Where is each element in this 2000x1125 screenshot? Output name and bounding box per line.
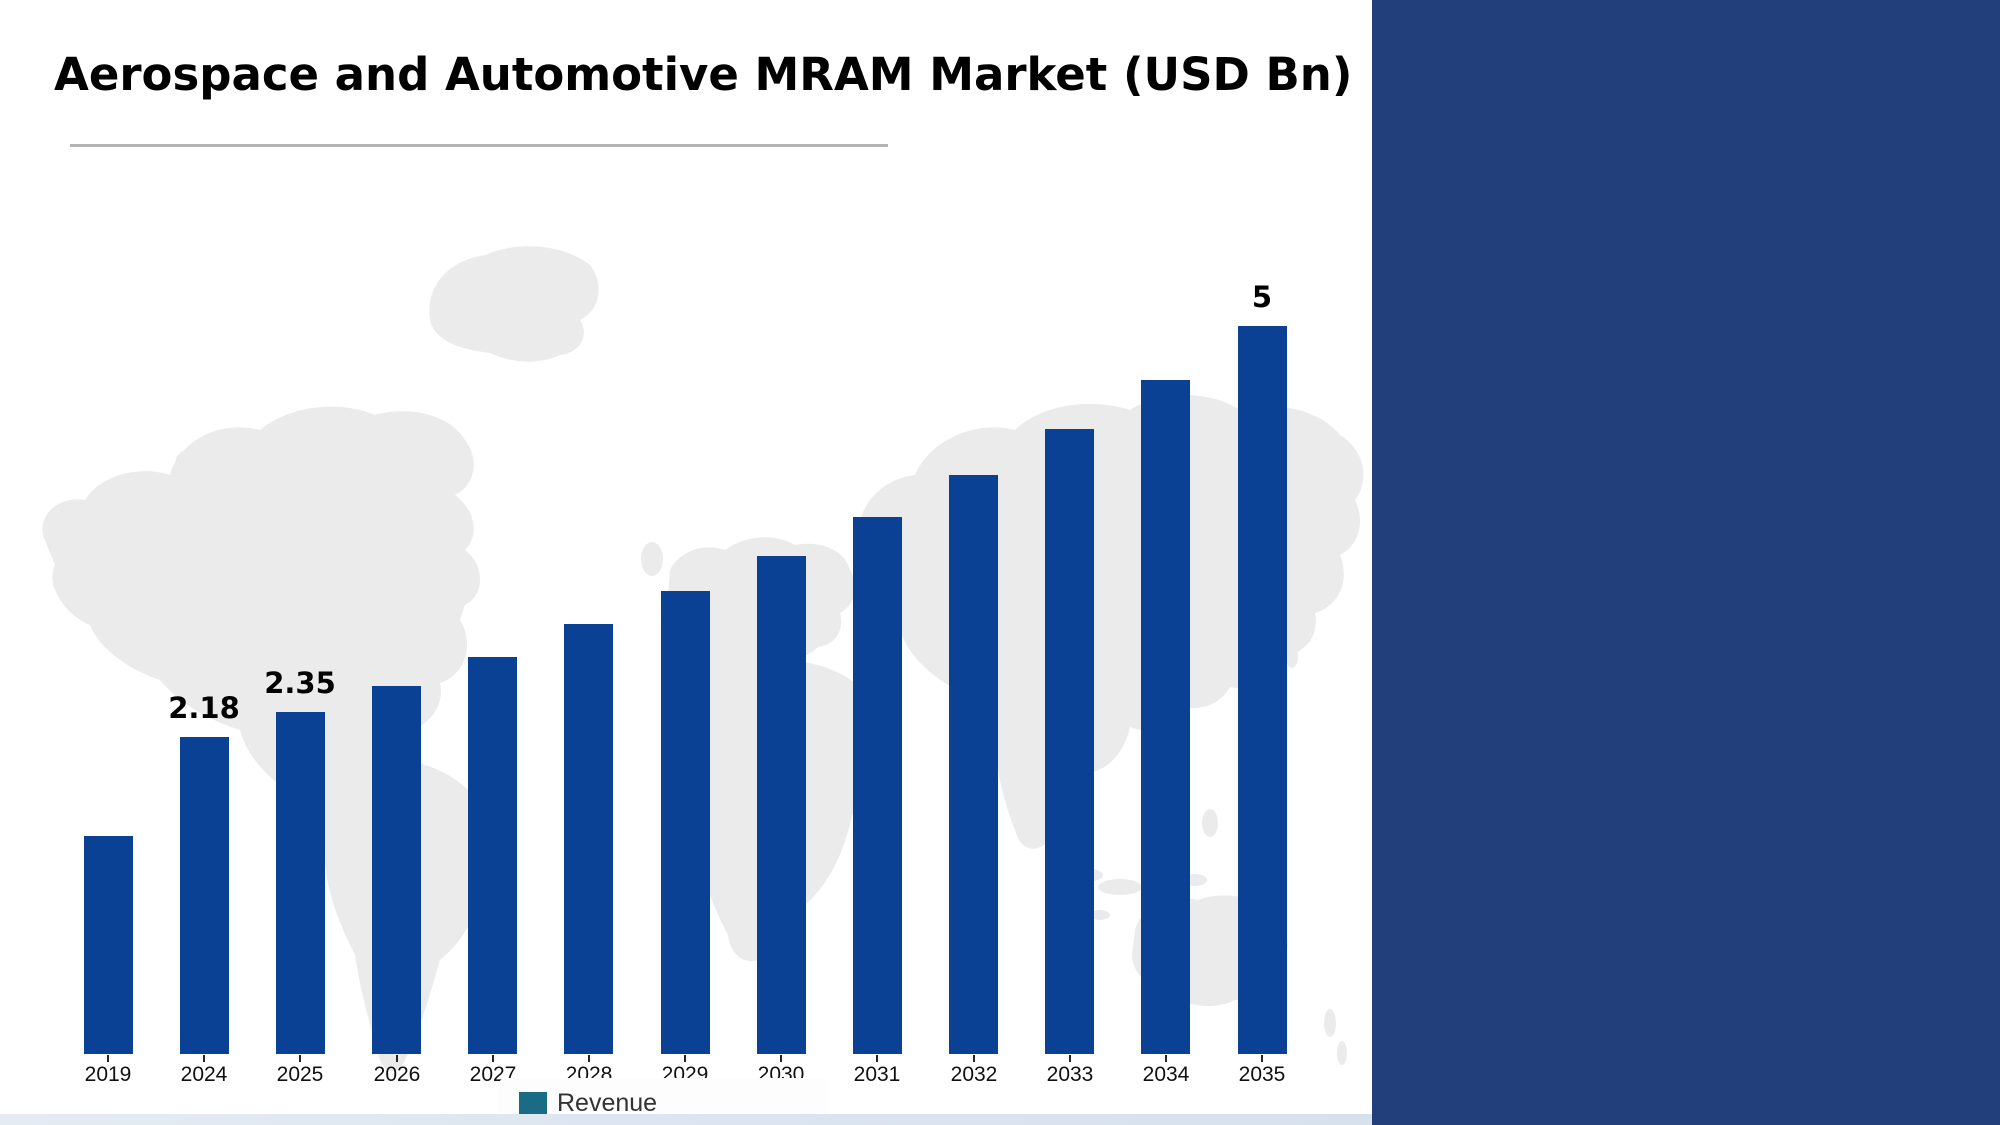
x-axis-tick-2024: [203, 1055, 205, 1062]
bar-2030: [757, 556, 806, 1054]
bar-2026: [372, 686, 421, 1054]
x-axis-tick-2019: [107, 1055, 109, 1062]
x-axis-tick-2026: [396, 1055, 398, 1062]
x-axis-tick-2028: [588, 1055, 590, 1062]
chart-title: Aerospace and Automotive MRAM Market (US…: [54, 48, 1353, 101]
bar-2029: [661, 591, 710, 1054]
legend-label: Revenue: [557, 1089, 658, 1117]
x-axis-label-2025: 2025: [276, 1063, 324, 1086]
x-axis-tick-2030: [780, 1055, 782, 1062]
bar-2028: [564, 624, 613, 1054]
x-axis-label-2033: 2033: [1046, 1063, 1094, 1086]
legend-swatch-revenue: [519, 1092, 547, 1115]
bar-2025: [276, 712, 325, 1054]
x-axis-label-2031: 2031: [853, 1063, 901, 1086]
x-axis-tick-2033: [1069, 1055, 1071, 1062]
bar-2031: [853, 517, 902, 1054]
x-axis-tick-2032: [973, 1055, 975, 1062]
x-axis-label-2035: 2035: [1238, 1063, 1286, 1086]
x-axis-label-2026: 2026: [373, 1063, 421, 1086]
bar-value-label-2035: 5: [1251, 280, 1273, 314]
x-axis-label-2024: 2024: [180, 1063, 228, 1086]
x-axis-tick-2027: [492, 1055, 494, 1062]
bar-2024: [180, 737, 229, 1054]
x-axis-tick-2031: [876, 1055, 878, 1062]
bar-2032: [949, 475, 998, 1054]
x-axis-label-2019: 2019: [84, 1063, 132, 1086]
x-axis-tick-2025: [299, 1055, 301, 1062]
bar-2034: [1141, 380, 1190, 1054]
bar-value-label-2025: 2.35: [264, 666, 336, 700]
bottom-scroll-strip: [0, 1114, 1372, 1125]
x-axis-label-2034: 2034: [1142, 1063, 1190, 1086]
chart-panel: Aerospace and Automotive MRAM Market (US…: [0, 48, 1372, 1125]
bar-2027: [468, 657, 517, 1054]
legend: Revenue: [519, 1089, 657, 1118]
x-axis-label-2032: 2032: [950, 1063, 998, 1086]
bar-value-label-2024: 2.18: [168, 691, 240, 725]
bar-2019: [84, 836, 133, 1054]
bar-2035: [1238, 326, 1287, 1054]
bar-2033: [1045, 429, 1094, 1054]
x-axis-tick-2029: [684, 1055, 686, 1062]
brand-panel: WISE GUY REPORTS 7.8 % CAGR (2025-2035) …: [1372, 0, 2000, 1125]
title-divider: [70, 144, 888, 147]
x-axis-tick-2035: [1261, 1055, 1263, 1062]
x-axis-tick-2034: [1165, 1055, 1167, 1062]
